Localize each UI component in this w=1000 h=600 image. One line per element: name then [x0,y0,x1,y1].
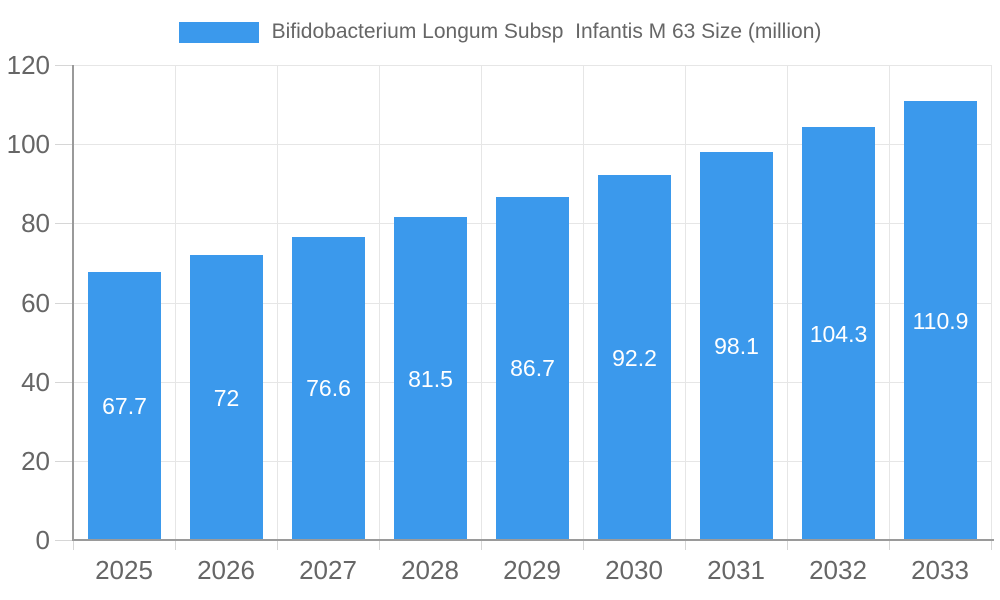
y-tick-label: 80 [21,208,50,238]
x-tick-label: 2032 [809,555,867,585]
y-tick [55,223,73,224]
y-axis-line [72,65,74,541]
chart-legend[interactable]: Bifidobacterium Longum Subsp Infantis M … [0,20,1000,44]
x-tick [379,540,380,550]
v-gridline [481,65,482,540]
bar-2026[interactable] [190,255,263,540]
y-tick [55,382,73,383]
bar-2032[interactable] [802,127,875,540]
v-gridline [583,65,584,540]
y-tick [55,461,73,462]
x-tick [583,540,584,550]
x-tick [787,540,788,550]
v-gridline [685,65,686,540]
x-tick-label: 2033 [911,555,969,585]
v-gridline [889,65,890,540]
x-tick-label: 2029 [503,555,561,585]
legend-label: Bifidobacterium Longum Subsp Infantis M … [271,20,822,43]
bar-value-label: 92.2 [612,345,657,371]
v-gridline [787,65,788,540]
x-axis-line [72,539,994,541]
x-tick [277,540,278,550]
x-tick-label: 2030 [605,555,663,585]
bar-value-label: 81.5 [408,366,453,392]
y-tick-label: 100 [6,129,50,159]
x-tick-label: 2026 [197,555,255,585]
x-tick-label: 2028 [401,555,459,585]
x-tick-label: 2027 [299,555,357,585]
bar-2028[interactable] [394,217,467,540]
y-tick-label: 60 [21,288,50,318]
x-tick-label: 2031 [707,555,765,585]
y-tick-label: 40 [21,367,50,397]
x-tick [481,540,482,550]
h-gridline [73,65,991,66]
x-tick [73,540,74,550]
v-gridline [991,65,992,540]
bar-2027[interactable] [292,237,365,540]
y-tick [55,540,73,541]
v-gridline [379,65,380,540]
x-tick [685,540,686,550]
y-tick [55,303,73,304]
bar-2030[interactable] [598,175,671,540]
x-tick [175,540,176,550]
bar-value-label: 76.6 [306,375,351,401]
x-tick [991,540,992,550]
bar-2031[interactable] [700,152,773,540]
y-tick [55,65,73,66]
v-gridline [175,65,176,540]
bar-value-label: 104.3 [809,321,868,347]
y-tick-label: 120 [6,50,50,80]
bar-value-label: 86.7 [510,355,555,381]
y-tick-label: 0 [35,525,50,555]
bar-value-label: 110.9 [912,308,969,334]
bar-value-label: 67.7 [102,393,147,419]
bar-2029[interactable] [496,197,569,540]
bar-value-label: 72 [213,385,240,411]
y-tick-label: 20 [21,446,50,476]
y-tick [55,144,73,145]
legend-swatch [178,21,259,43]
x-tick-label: 2025 [95,555,153,585]
bar-2025[interactable] [88,272,161,540]
v-gridline [277,65,278,540]
bar-value-label: 98.1 [714,333,759,359]
bar-2033[interactable] [904,101,977,540]
h-gridline [73,144,991,145]
x-tick [889,540,890,550]
